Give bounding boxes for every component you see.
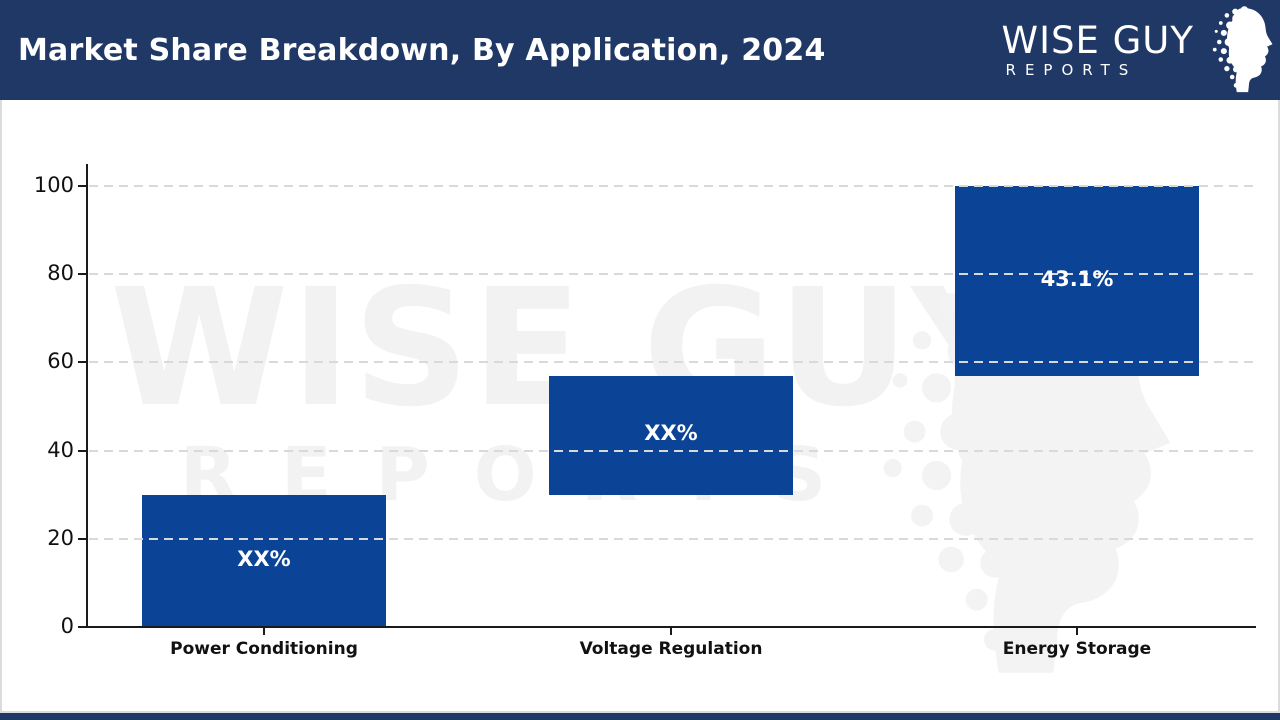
y-axis-line bbox=[86, 164, 88, 628]
y-axis-tick bbox=[78, 449, 86, 452]
x-axis-tick bbox=[670, 628, 672, 635]
gridline bbox=[89, 449, 1254, 452]
gridline bbox=[89, 273, 1254, 276]
logo-subtitle: REPORTS bbox=[1005, 61, 1138, 79]
category-label: Voltage Regulation bbox=[579, 639, 763, 659]
frame-right-border bbox=[1278, 100, 1280, 713]
bar-segment bbox=[955, 186, 1199, 377]
y-tick-label: 100 bbox=[33, 173, 74, 197]
gridline bbox=[89, 537, 1254, 540]
y-tick-label: 20 bbox=[47, 525, 74, 550]
logo-text: WISE GUY REPORTS bbox=[1002, 22, 1194, 78]
y-axis-tick bbox=[78, 537, 86, 540]
y-tick-label: 80 bbox=[47, 261, 74, 286]
gridline bbox=[89, 361, 1254, 364]
y-axis-tick bbox=[78, 273, 86, 276]
logo-head-icon bbox=[1212, 6, 1273, 93]
y-tick-label: 0 bbox=[60, 614, 74, 638]
wise-guy-reports-logo: WISE GUY REPORTS bbox=[1002, 6, 1274, 94]
bar-segment bbox=[142, 494, 386, 627]
logo-wordmark: WISE GUY bbox=[1001, 19, 1194, 62]
x-axis-tick bbox=[1076, 628, 1078, 635]
category-label: Energy Storage bbox=[1002, 639, 1152, 659]
category-label: Power Conditioning bbox=[170, 639, 358, 659]
bar-segment bbox=[549, 376, 793, 495]
y-tick-label: 40 bbox=[47, 437, 74, 462]
y-axis-tick bbox=[78, 185, 86, 187]
y-axis-tick bbox=[78, 361, 86, 364]
footer-bar bbox=[0, 713, 1280, 720]
page-title: Market Share Breakdown, By Application, … bbox=[18, 32, 826, 68]
header: Market Share Breakdown, By Application, … bbox=[0, 0, 1280, 100]
y-axis-tick bbox=[78, 626, 86, 628]
chart-area: WISE GUY REPORTS 0 20 40 60 80 100 XX% Power Co… bbox=[0, 100, 1280, 713]
bar-value-label: XX% bbox=[644, 421, 698, 446]
y-tick-label: 60 bbox=[47, 349, 74, 374]
x-axis-tick bbox=[263, 628, 265, 635]
bar-value-label: 43.1% bbox=[1040, 267, 1114, 292]
x-axis-line bbox=[86, 626, 1256, 628]
frame-bottom-border bbox=[0, 711, 1280, 713]
frame-left-border bbox=[0, 100, 2, 713]
bar-value-label: XX% bbox=[237, 546, 291, 571]
gridline bbox=[89, 185, 1254, 187]
